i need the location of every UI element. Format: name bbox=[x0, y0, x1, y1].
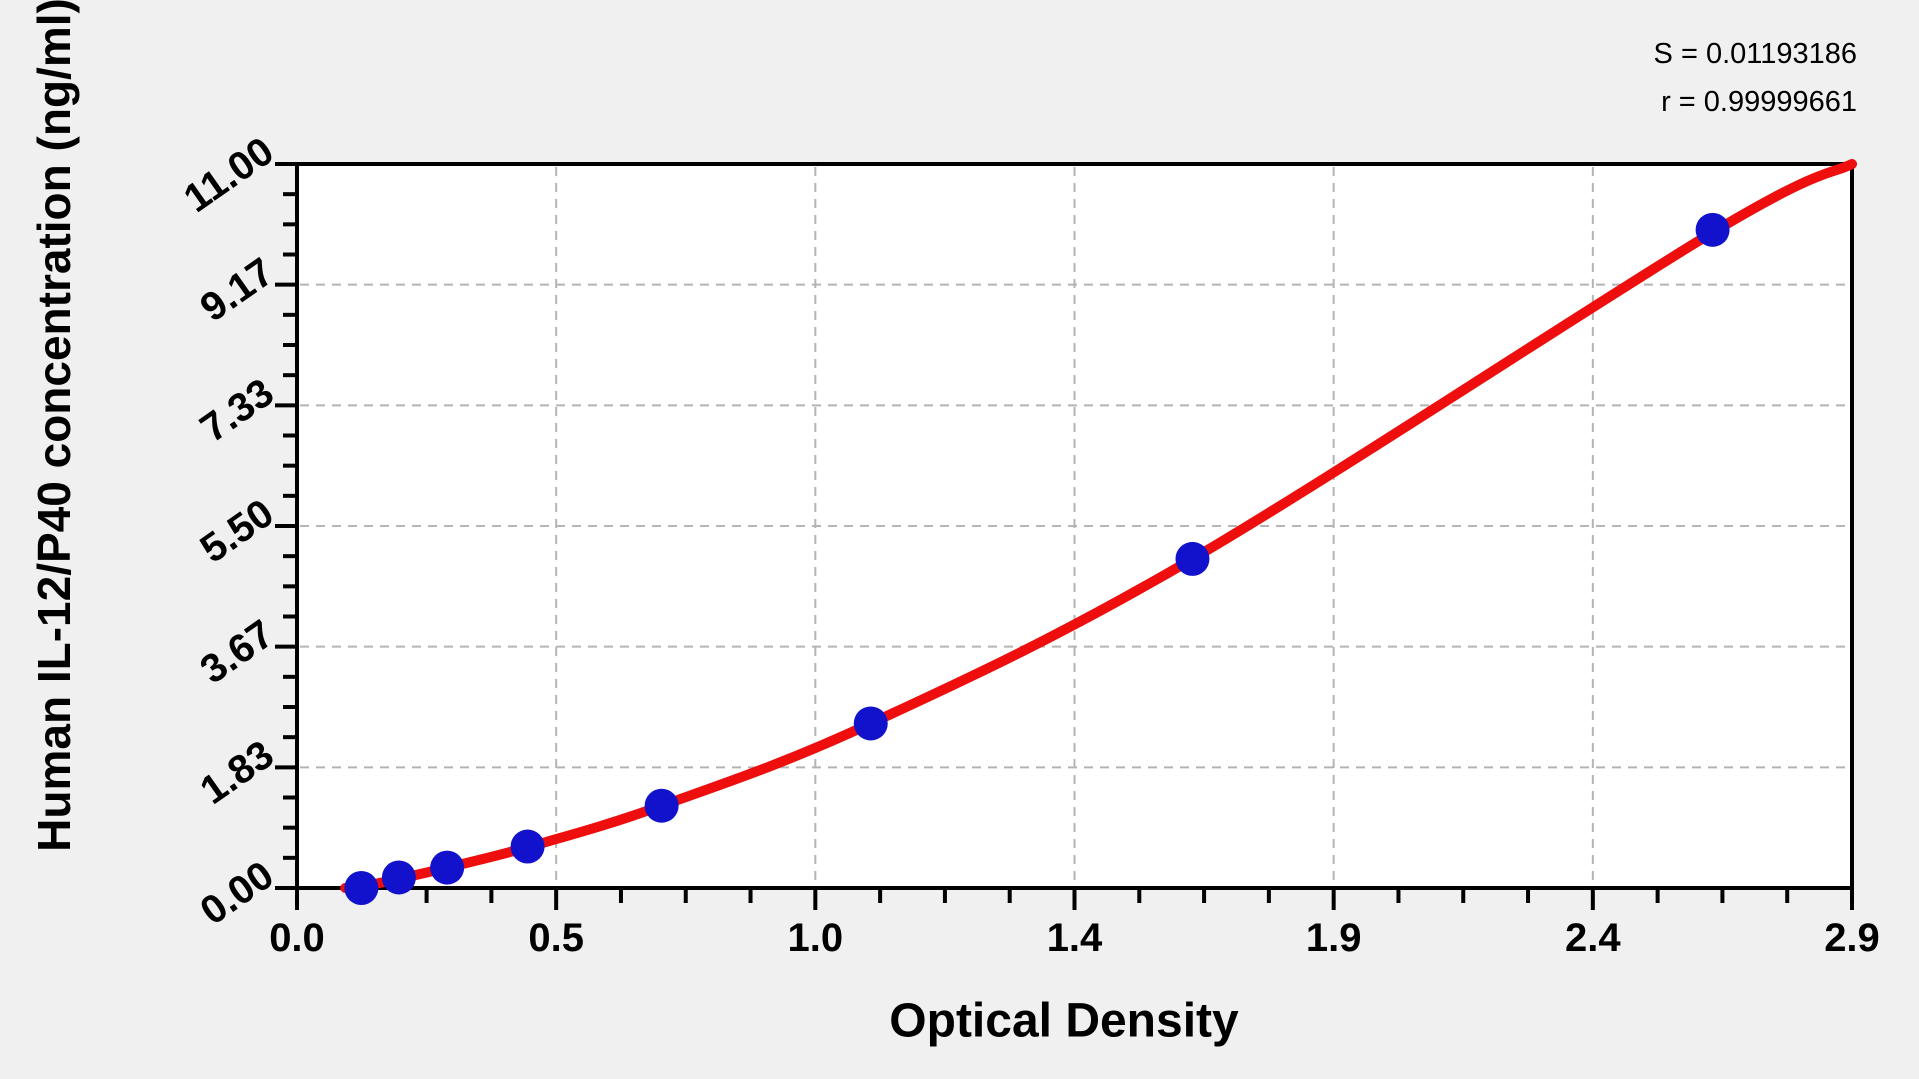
y-tick-label: 9.17 bbox=[193, 250, 282, 331]
x-tick-label: 0.0 bbox=[269, 916, 325, 960]
y-axis-title: Human IL-12/P40 concentration (ng/ml) bbox=[28, 0, 80, 852]
x-axis-title: Optical Density bbox=[889, 994, 1239, 1048]
x-tick-label: 1.4 bbox=[1047, 916, 1103, 960]
data-point bbox=[1175, 541, 1210, 576]
stat-r-value: r = 0.99999661 bbox=[1661, 86, 1857, 118]
y-tick-label: 3.67 bbox=[193, 612, 282, 693]
x-tick-label: 1.9 bbox=[1306, 916, 1362, 960]
y-tick-label: 1.83 bbox=[193, 732, 282, 813]
y-tick-label: 5.50 bbox=[193, 491, 282, 572]
data-point bbox=[344, 871, 379, 905]
data-point bbox=[853, 706, 888, 741]
data-point bbox=[381, 860, 416, 895]
x-tick-label: 2.4 bbox=[1565, 916, 1621, 960]
x-tick-label: 0.5 bbox=[528, 916, 584, 960]
y-tick-label: 7.33 bbox=[193, 370, 282, 451]
stat-s-value: S = 0.01193186 bbox=[1653, 38, 1857, 70]
x-tick-label: 2.9 bbox=[1824, 916, 1880, 960]
x-tick-label: 1.0 bbox=[788, 916, 844, 960]
data-point bbox=[644, 788, 679, 823]
y-tick-label: 11.00 bbox=[176, 129, 281, 221]
data-point bbox=[510, 829, 545, 864]
data-point bbox=[1695, 212, 1730, 247]
data-point bbox=[430, 850, 465, 885]
fit-statistics: S = 0.01193186 r = 0.99999661 bbox=[1654, 30, 1857, 126]
